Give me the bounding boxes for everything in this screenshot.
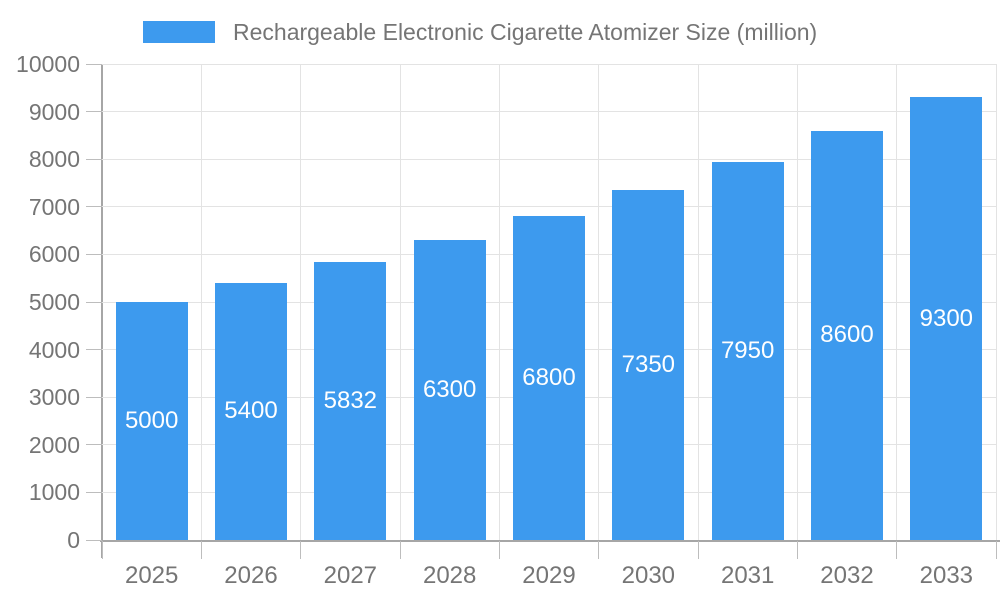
y-axis-tick	[86, 539, 102, 541]
vertical-gridline	[697, 64, 699, 540]
y-axis-tick-label: 10000	[16, 51, 80, 77]
x-axis-category-label: 2030	[621, 562, 676, 589]
y-axis-tick	[86, 111, 102, 113]
x-axis-category-label: 2028	[422, 562, 477, 589]
y-axis-tick	[86, 253, 102, 255]
x-axis-tick	[796, 541, 798, 559]
bar-value-label: 6300	[422, 376, 477, 404]
x-axis-tick	[101, 541, 103, 559]
horizontal-gridline	[102, 63, 996, 65]
x-axis-category-label: 2031	[720, 562, 775, 589]
y-axis-tick-label: 6000	[28, 241, 80, 268]
x-axis-tick	[598, 541, 600, 559]
bar[interactable]: 9300	[910, 97, 983, 540]
bar-value-label: 6800	[522, 364, 576, 392]
y-axis-tick	[86, 301, 102, 303]
vertical-gridline	[300, 64, 302, 540]
y-axis-tick-label: 2000	[28, 431, 80, 458]
legend-swatch-icon	[143, 21, 215, 43]
bar-value-label: 5000	[124, 407, 179, 434]
x-axis-category-label: 2027	[323, 562, 378, 589]
bar[interactable]: 6300	[413, 240, 486, 540]
vertical-gridline	[598, 64, 600, 540]
y-axis-tick-label: 9000	[28, 98, 80, 125]
x-axis-category-label: 2032	[820, 562, 874, 589]
y-axis-tick-label: 0	[67, 527, 80, 553]
y-axis-tick	[86, 349, 102, 351]
x-axis-tick	[399, 541, 401, 559]
bar[interactable]: 5832	[314, 262, 387, 540]
bar[interactable]: 5000	[115, 302, 188, 540]
bar-value-label: 5832	[323, 387, 378, 415]
bar-value-label: 5400	[224, 397, 278, 425]
x-axis-tick	[896, 541, 898, 559]
vertical-gridline	[995, 64, 997, 540]
x-axis-tick	[697, 541, 699, 559]
bar[interactable]: 5400	[215, 282, 287, 540]
x-axis-tick	[995, 541, 997, 559]
x-axis-tick	[200, 541, 202, 559]
y-axis-tick	[86, 444, 102, 446]
y-axis-tick-label: 8000	[28, 146, 80, 173]
bar-value-label: 9300	[919, 304, 974, 332]
vertical-gridline	[200, 64, 202, 540]
y-axis-tick	[86, 63, 102, 65]
y-axis-tick-label: 5000	[28, 289, 80, 315]
x-axis-tick	[300, 541, 302, 559]
x-axis-category-label: 2025	[124, 562, 179, 589]
x-axis-category-label: 2033	[919, 562, 974, 589]
y-axis-tick	[86, 491, 102, 493]
bar-value-label: 7950	[720, 336, 775, 364]
horizontal-gridline	[102, 111, 996, 113]
y-axis-tick-label: 1000	[28, 479, 80, 506]
y-axis-line	[101, 64, 103, 558]
bar-value-label: 7350	[621, 351, 676, 379]
bar[interactable]: 7950	[711, 161, 784, 540]
bar-value-label: 8600	[820, 321, 874, 349]
bar[interactable]: 8600	[811, 130, 883, 540]
y-axis-tick-label: 4000	[28, 336, 80, 363]
y-axis-tick	[86, 158, 102, 160]
vertical-gridline	[399, 64, 401, 540]
bar[interactable]: 6800	[513, 216, 585, 540]
x-axis-category-label: 2029	[522, 562, 576, 589]
horizontal-gridline	[102, 158, 996, 160]
vertical-gridline	[796, 64, 798, 540]
y-axis-tick-label: 3000	[28, 384, 80, 411]
y-axis-tick	[86, 396, 102, 398]
vertical-gridline	[896, 64, 898, 540]
plot-area: 5000 5400 5832 6300 6800 7350 7950 8600 9300	[102, 63, 997, 540]
bar[interactable]: 7350	[612, 190, 685, 540]
x-axis-tick	[498, 541, 500, 559]
chart-legend[interactable]: Rechargeable Electronic Cigarette Atomiz…	[143, 15, 817, 49]
vertical-gridline	[498, 64, 500, 540]
x-axis-line	[100, 540, 1000, 542]
x-axis-category-label: 2026	[224, 562, 278, 589]
horizontal-gridline	[102, 206, 996, 208]
chart-title: Rechargeable Electronic Cigarette Atomiz…	[233, 18, 818, 45]
y-axis-tick-label: 7000	[28, 193, 80, 220]
y-axis-tick	[86, 206, 102, 208]
